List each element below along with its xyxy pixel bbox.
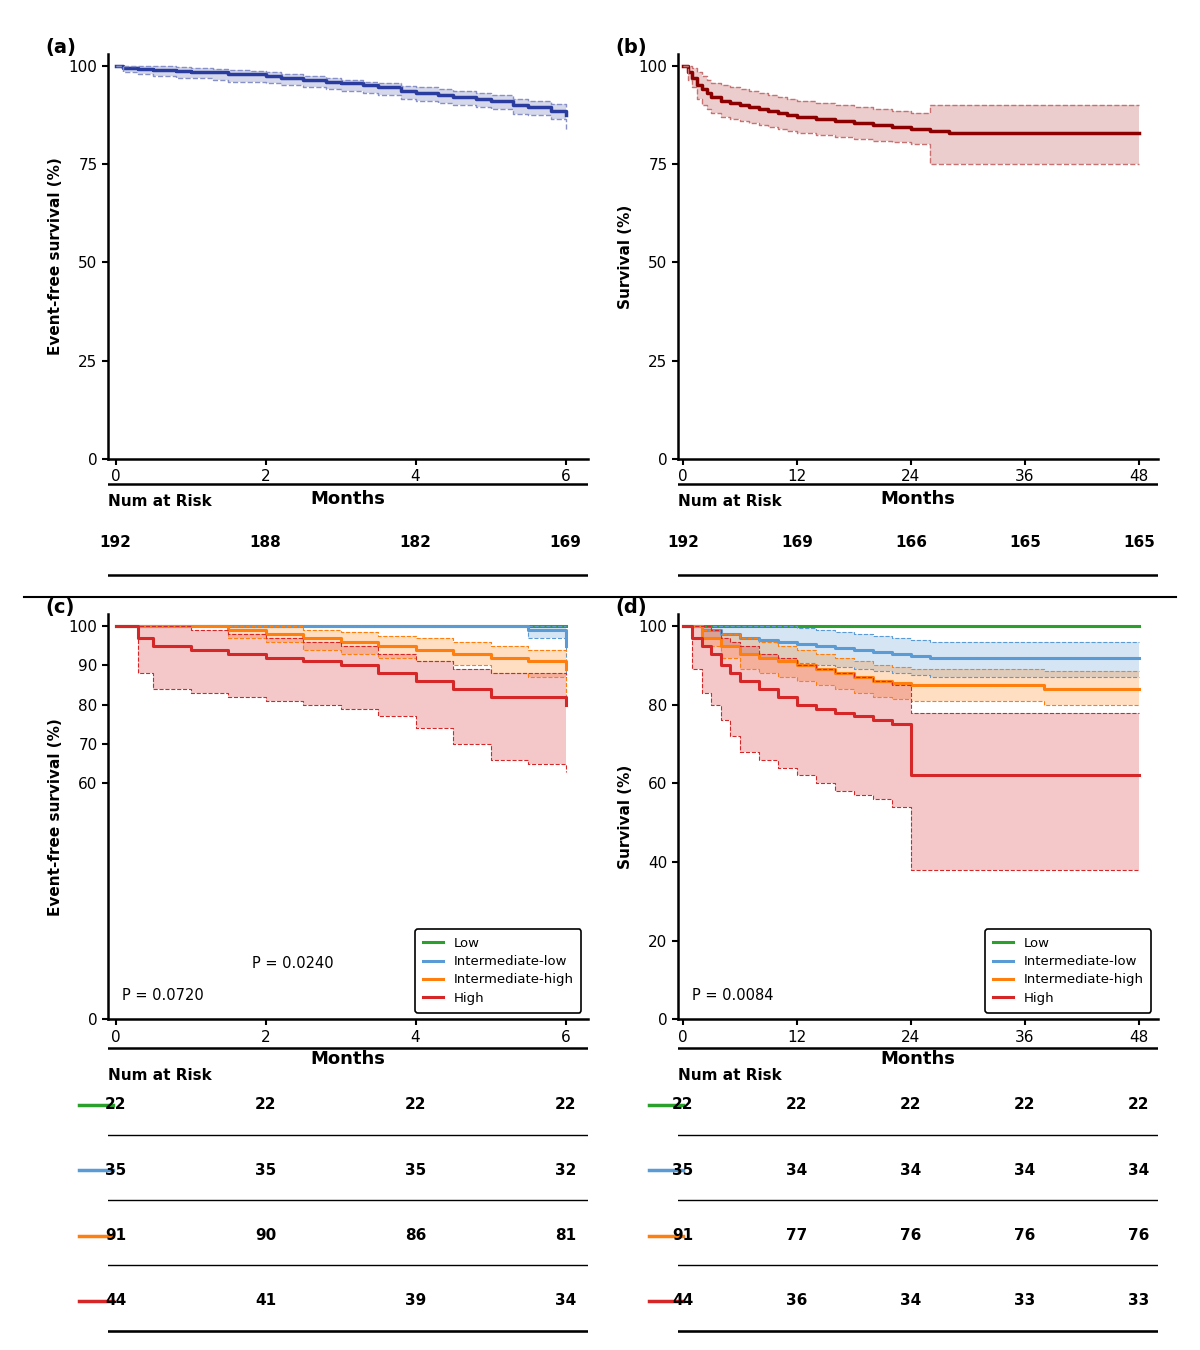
Text: Num at Risk: Num at Risk — [678, 494, 781, 509]
Text: 35: 35 — [104, 1162, 126, 1177]
Text: 44: 44 — [104, 1293, 126, 1308]
Text: 192: 192 — [667, 535, 698, 549]
Text: (a): (a) — [46, 38, 77, 57]
Text: 33: 33 — [1014, 1293, 1036, 1308]
Text: 44: 44 — [672, 1293, 694, 1308]
Text: 166: 166 — [895, 535, 926, 549]
Text: 34: 34 — [1128, 1162, 1150, 1177]
Text: (c): (c) — [46, 598, 74, 617]
Text: 91: 91 — [104, 1228, 126, 1243]
Text: 34: 34 — [900, 1293, 922, 1308]
Text: P = 0.0240: P = 0.0240 — [252, 956, 334, 971]
Text: 34: 34 — [1014, 1162, 1036, 1177]
Text: 39: 39 — [404, 1293, 426, 1308]
Text: 22: 22 — [554, 1098, 576, 1112]
Text: 41: 41 — [254, 1293, 276, 1308]
Text: 36: 36 — [786, 1293, 808, 1308]
Text: 22: 22 — [1014, 1098, 1036, 1112]
X-axis label: Months: Months — [311, 490, 385, 508]
Text: 22: 22 — [900, 1098, 922, 1112]
Text: Num at Risk: Num at Risk — [108, 494, 211, 509]
Text: 77: 77 — [786, 1228, 808, 1243]
Text: 192: 192 — [100, 535, 132, 549]
X-axis label: Months: Months — [311, 1050, 385, 1068]
Text: 169: 169 — [550, 535, 582, 549]
Text: 33: 33 — [1128, 1293, 1150, 1308]
Text: Num at Risk: Num at Risk — [678, 1068, 781, 1083]
Text: 35: 35 — [672, 1162, 694, 1177]
Text: 86: 86 — [404, 1228, 426, 1243]
Text: 22: 22 — [254, 1098, 276, 1112]
X-axis label: Months: Months — [881, 1050, 955, 1068]
Text: 22: 22 — [1128, 1098, 1150, 1112]
Text: 182: 182 — [400, 535, 432, 549]
Y-axis label: Event-free survival (%): Event-free survival (%) — [48, 158, 64, 355]
Text: 32: 32 — [554, 1162, 576, 1177]
Text: 22: 22 — [104, 1098, 126, 1112]
Text: 76: 76 — [1014, 1228, 1036, 1243]
Text: (b): (b) — [616, 38, 647, 57]
Text: 90: 90 — [254, 1228, 276, 1243]
Text: 165: 165 — [1009, 535, 1040, 549]
Legend: Low, Intermediate-low, Intermediate-high, High: Low, Intermediate-low, Intermediate-high… — [415, 929, 582, 1012]
Legend: Low, Intermediate-low, Intermediate-high, High: Low, Intermediate-low, Intermediate-high… — [985, 929, 1152, 1012]
Text: 76: 76 — [900, 1228, 922, 1243]
Text: 91: 91 — [672, 1228, 694, 1243]
X-axis label: Months: Months — [881, 490, 955, 508]
Text: 22: 22 — [786, 1098, 808, 1112]
Text: 76: 76 — [1128, 1228, 1150, 1243]
Text: 34: 34 — [900, 1162, 922, 1177]
Text: P = 0.0720: P = 0.0720 — [122, 988, 204, 1003]
Text: 22: 22 — [404, 1098, 426, 1112]
Text: 34: 34 — [786, 1162, 808, 1177]
Text: 188: 188 — [250, 535, 281, 549]
Text: 22: 22 — [672, 1098, 694, 1112]
Text: 81: 81 — [554, 1228, 576, 1243]
Y-axis label: Event-free survival (%): Event-free survival (%) — [48, 718, 64, 915]
Text: 35: 35 — [254, 1162, 276, 1177]
Text: (d): (d) — [616, 598, 647, 617]
Text: Num at Risk: Num at Risk — [108, 1068, 211, 1083]
Text: P = 0.0084: P = 0.0084 — [692, 988, 774, 1003]
Text: 165: 165 — [1123, 535, 1154, 549]
Y-axis label: Survival (%): Survival (%) — [618, 764, 634, 869]
Text: 169: 169 — [781, 535, 812, 549]
Text: 34: 34 — [554, 1293, 576, 1308]
Text: 35: 35 — [404, 1162, 426, 1177]
Y-axis label: Survival (%): Survival (%) — [618, 204, 634, 309]
